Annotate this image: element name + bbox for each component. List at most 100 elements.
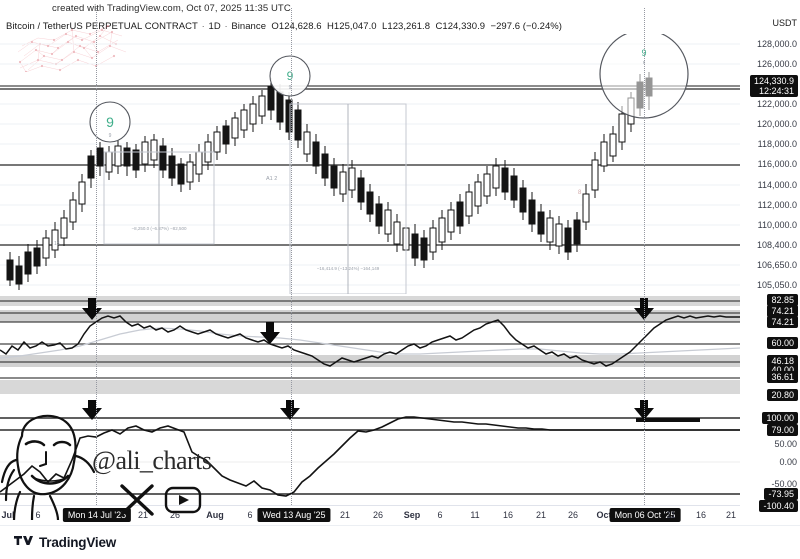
td9-sub-first: 9	[109, 133, 112, 139]
momentum-axis-tick: 0.00	[779, 457, 797, 467]
exchange-label: Binance	[231, 21, 267, 32]
os-band	[0, 355, 740, 367]
os-band-bottom	[0, 380, 740, 394]
price-axis-tick: 110,000.0	[757, 220, 797, 230]
channel-handle: @ali_charts	[92, 446, 212, 475]
time-axis-tick: Jul	[1, 510, 15, 520]
oscillator-signal-line	[0, 327, 740, 359]
time-axis-tick: 21	[339, 510, 351, 520]
oscillator-levels	[0, 300, 740, 379]
tradingview-mark-icon	[14, 536, 33, 545]
crosshair-line-2	[291, 8, 292, 505]
momentum-axis-tick: 50.00	[774, 439, 797, 449]
oscillator-axis-tick: 74.21	[767, 305, 798, 317]
crosshair-line-3	[644, 8, 645, 505]
momentum-axis-tick: 79.00	[767, 424, 798, 436]
symbol-info-bar: Bitcoin / TetherUS PERPETUAL CONTRACT · …	[6, 21, 563, 32]
open-label: O	[271, 21, 279, 32]
crosshair-line-1	[96, 8, 97, 505]
ob-band	[0, 310, 740, 322]
annotation-right-level: 8	[578, 190, 582, 196]
time-axis-tick: 6	[437, 510, 443, 520]
time-axis-tick: 11	[470, 510, 480, 520]
time-axis-tick: 16	[695, 510, 707, 520]
footer-bar: TradingView	[0, 525, 800, 559]
time-axis-tick: 26	[169, 510, 181, 520]
price-pane[interactable]: 9 9 9 9 9 9 13 A1 2 8 −8,250.0 (−6.87%) …	[0, 34, 740, 294]
td9-circle-second	[269, 55, 311, 97]
price-axis-tick: 126,000.0	[756, 59, 797, 69]
close-value: 124,330.9	[442, 21, 486, 32]
time-axis-tick: 11	[666, 510, 676, 520]
time-axis-tick: 21	[725, 510, 737, 520]
current-price-badge: 124,330.9 12:24:31	[749, 75, 798, 97]
td9-circle-first	[89, 101, 131, 143]
price-axis-tick: 108,400.0	[756, 240, 797, 250]
time-axis-badge: Mon 06 Oct '25	[609, 508, 681, 522]
td9-sub-second: 9	[289, 85, 292, 91]
td9-label-first: 9	[106, 114, 114, 130]
created-with-label: created with TradingView.com, Oct 07, 20…	[52, 3, 291, 14]
momentum-axis-tick: 100.00	[762, 412, 798, 424]
time-scale[interactable]: Jul 6 Mon 14 Jul '25 21 26 Aug 6 Wed 13 Aug '25…	[0, 505, 740, 525]
tradingview-wordmark: TradingView	[39, 535, 117, 550]
time-axis-tick: 26	[567, 510, 579, 520]
momentum-axis-tick: -50.00	[771, 479, 797, 489]
interval-label[interactable]: 1D	[208, 21, 221, 32]
oscillator-axis-tick: 82.85	[767, 294, 798, 306]
price-axis-tick: 106,650.0	[756, 260, 797, 270]
high-label: H	[326, 21, 334, 32]
current-price-countdown: 12:24:31	[758, 86, 794, 96]
oscillator-pane[interactable]	[0, 296, 740, 396]
price-axis-tick: 118,000.0	[757, 139, 797, 149]
low-value: 123,261.8	[387, 21, 431, 32]
oscillator-axis-tick: 60.00	[767, 337, 798, 349]
momentum-axis-tick: -73.95	[764, 488, 798, 500]
price-axis-tick: 114,000.0	[757, 180, 797, 190]
oscillator-axis-tick: 36.61	[767, 371, 798, 383]
momentum-peak-fill	[636, 418, 700, 422]
time-axis-tick: Aug	[206, 510, 224, 520]
price-axis-tick: 116,000.0	[757, 159, 797, 169]
annotation-mid-level: A1 2	[266, 176, 277, 182]
low-label: L	[382, 21, 388, 32]
open-value: 124,628.6	[278, 21, 322, 32]
measure-box-2	[289, 103, 407, 294]
td9-label-second: 9	[287, 69, 294, 83]
time-axis-badge: Wed 13 Aug '25	[257, 508, 331, 522]
annotation-13: 13	[54, 241, 60, 247]
time-axis-tick: 21	[137, 510, 149, 520]
price-axis-tick: 120,000.0	[756, 119, 797, 129]
tradingview-logo[interactable]: TradingView	[14, 535, 116, 550]
time-axis-tick: Sep	[403, 510, 421, 520]
time-axis-tick: 26	[372, 510, 384, 520]
price-axis-tick: 105,050.0	[756, 280, 797, 290]
time-axis-tick: 6	[35, 510, 41, 520]
price-chart-svg[interactable]: 9 9 9 9 9 9 13 A1 2 8 −8,250.0 (−6.87%) …	[0, 34, 740, 294]
momentum-axis-tick: -100.40	[759, 500, 798, 512]
time-axis-tick: 6	[247, 510, 253, 520]
momentum-main-line	[0, 416, 740, 497]
price-axis-tick: 112,000.0	[757, 200, 797, 210]
time-axis-badge: Mon 14 Jul '25	[62, 508, 132, 522]
price-axis-tick: 122,000.0	[756, 99, 797, 109]
oscillator-axis-tick: 20.80	[767, 389, 798, 401]
change-value: −297.6 (−0.24%)	[490, 21, 563, 32]
oscillator-svg[interactable]	[0, 296, 740, 396]
symbol-name[interactable]: Bitcoin / TetherUS PERPETUAL CONTRACT	[6, 21, 198, 32]
axis-unit-label: USDT	[772, 18, 798, 28]
time-axis-tick: 16	[502, 510, 514, 520]
oscillator-axis-tick: 74.21	[767, 316, 798, 328]
price-axis-tick: 128,000.0	[756, 39, 797, 49]
price-scale[interactable]: USDT 128,000.0 126,000.0 122,000.0 120,000.…	[740, 0, 800, 559]
time-axis-tick: 21	[535, 510, 547, 520]
time-axis-tick: Oct	[596, 510, 612, 520]
current-price-value: 124,330.9	[753, 76, 794, 86]
measure-box-1	[103, 151, 215, 245]
oscillator-main-line	[0, 315, 740, 367]
high-value: 125,047.0	[333, 21, 377, 32]
measure-text-1: −8,250.0 (−6.87%) −82,500	[132, 226, 187, 231]
measure-text-2: −16,414.9 (−13.24%) −164,149	[317, 266, 380, 271]
close-label: C	[435, 21, 443, 32]
